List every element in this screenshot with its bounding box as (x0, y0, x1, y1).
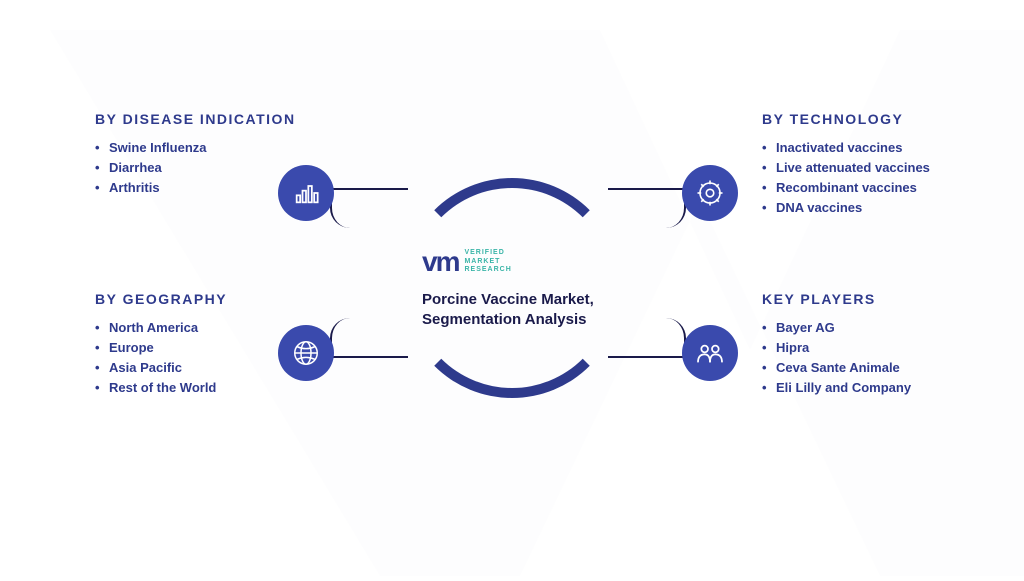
list-item: Recombinant vaccines (762, 180, 982, 195)
center-content: vm VERIFIED MARKET RESEARCH Porcine Vacc… (422, 246, 602, 331)
segment-disease-indication: BY DISEASE INDICATION Swine Influenza Di… (95, 110, 315, 200)
list-item: Swine Influenza (95, 140, 315, 155)
segment-title: BY DISEASE INDICATION (95, 110, 315, 128)
logo-text: VERIFIED MARKET RESEARCH (464, 249, 511, 274)
list-item: Eli Lilly and Company (762, 380, 982, 395)
connector-bl (330, 318, 408, 358)
segment-title: BY GEOGRAPHY (95, 290, 315, 308)
list-item: Live attenuated vaccines (762, 160, 982, 175)
list-item: North America (95, 320, 315, 335)
segment-list: North America Europe Asia Pacific Rest o… (95, 320, 315, 395)
segment-list: Inactivated vaccines Live attenuated vac… (762, 140, 982, 215)
list-item: Hipra (762, 340, 982, 355)
gear-icon (682, 165, 738, 221)
segment-list: Bayer AG Hipra Ceva Sante Animale Eli Li… (762, 320, 982, 395)
list-item: Bayer AG (762, 320, 982, 335)
connector-tl (330, 188, 408, 228)
brand-logo: vm VERIFIED MARKET RESEARCH (422, 246, 602, 278)
segment-key-players: KEY PLAYERS Bayer AG Hipra Ceva Sante An… (762, 290, 982, 400)
center-title: Porcine Vaccine Market, Segmentation Ana… (422, 290, 602, 331)
segment-title: BY TECHNOLOGY (762, 110, 982, 128)
list-item: DNA vaccines (762, 200, 982, 215)
list-item: Inactivated vaccines (762, 140, 982, 155)
people-icon (682, 325, 738, 381)
logo-mark: vm (422, 246, 458, 278)
connector-br (608, 318, 686, 358)
list-item: Diarrhea (95, 160, 315, 175)
list-item: Ceva Sante Animale (762, 360, 982, 375)
list-item: Europe (95, 340, 315, 355)
segment-geography: BY GEOGRAPHY North America Europe Asia P… (95, 290, 315, 400)
list-item: Arthritis (95, 180, 315, 195)
segment-title: KEY PLAYERS (762, 290, 982, 308)
list-item: Asia Pacific (95, 360, 315, 375)
connector-tr (608, 188, 686, 228)
list-item: Rest of the World (95, 380, 315, 395)
segment-list: Swine Influenza Diarrhea Arthritis (95, 140, 315, 195)
center-hub: vm VERIFIED MARKET RESEARCH Porcine Vacc… (392, 168, 632, 408)
segment-technology: BY TECHNOLOGY Inactivated vaccines Live … (762, 110, 982, 220)
diagram-container: vm VERIFIED MARKET RESEARCH Porcine Vacc… (0, 0, 1024, 576)
